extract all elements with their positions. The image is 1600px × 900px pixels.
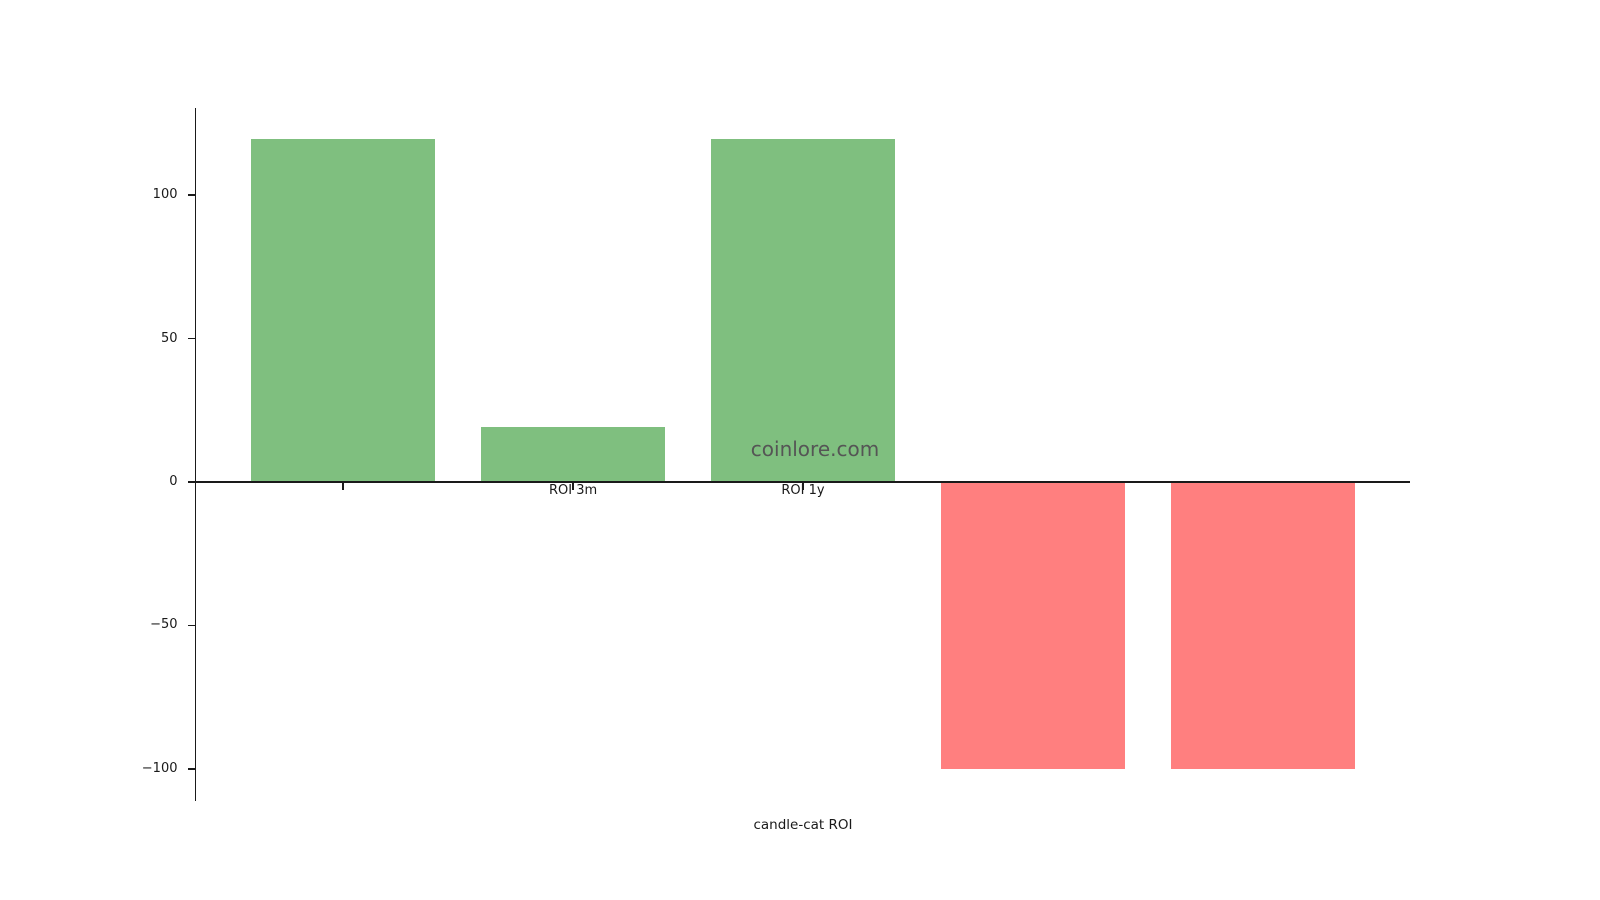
y-tick-label: −100	[141, 760, 178, 776]
bar-3	[940, 481, 1125, 769]
y-axis-spine	[194, 107, 196, 801]
y-tick	[187, 194, 195, 196]
y-tick-label: −50	[150, 617, 178, 633]
x-tick	[342, 482, 344, 490]
bar-0	[251, 139, 436, 482]
y-tick	[187, 337, 195, 340]
x-tick	[572, 482, 574, 490]
bar-roi-3m	[481, 427, 666, 482]
watermark-text: coinlore.com	[750, 437, 880, 461]
y-tick-label: 50	[160, 330, 178, 346]
y-tick-label: 100	[152, 187, 178, 203]
x-tick	[802, 482, 804, 490]
chart-title: candle-cat ROI	[753, 817, 853, 833]
y-tick	[187, 624, 195, 627]
y-tick-label: 0	[169, 473, 178, 489]
x-tick-label: ROI 3m	[548, 483, 598, 499]
bar-4	[1170, 481, 1355, 769]
bar-roi-1y	[711, 139, 895, 482]
x-axis-line	[194, 481, 1410, 483]
y-tick	[187, 481, 195, 483]
x-tick-label: ROI 1y	[781, 483, 825, 499]
y-tick	[187, 768, 195, 770]
